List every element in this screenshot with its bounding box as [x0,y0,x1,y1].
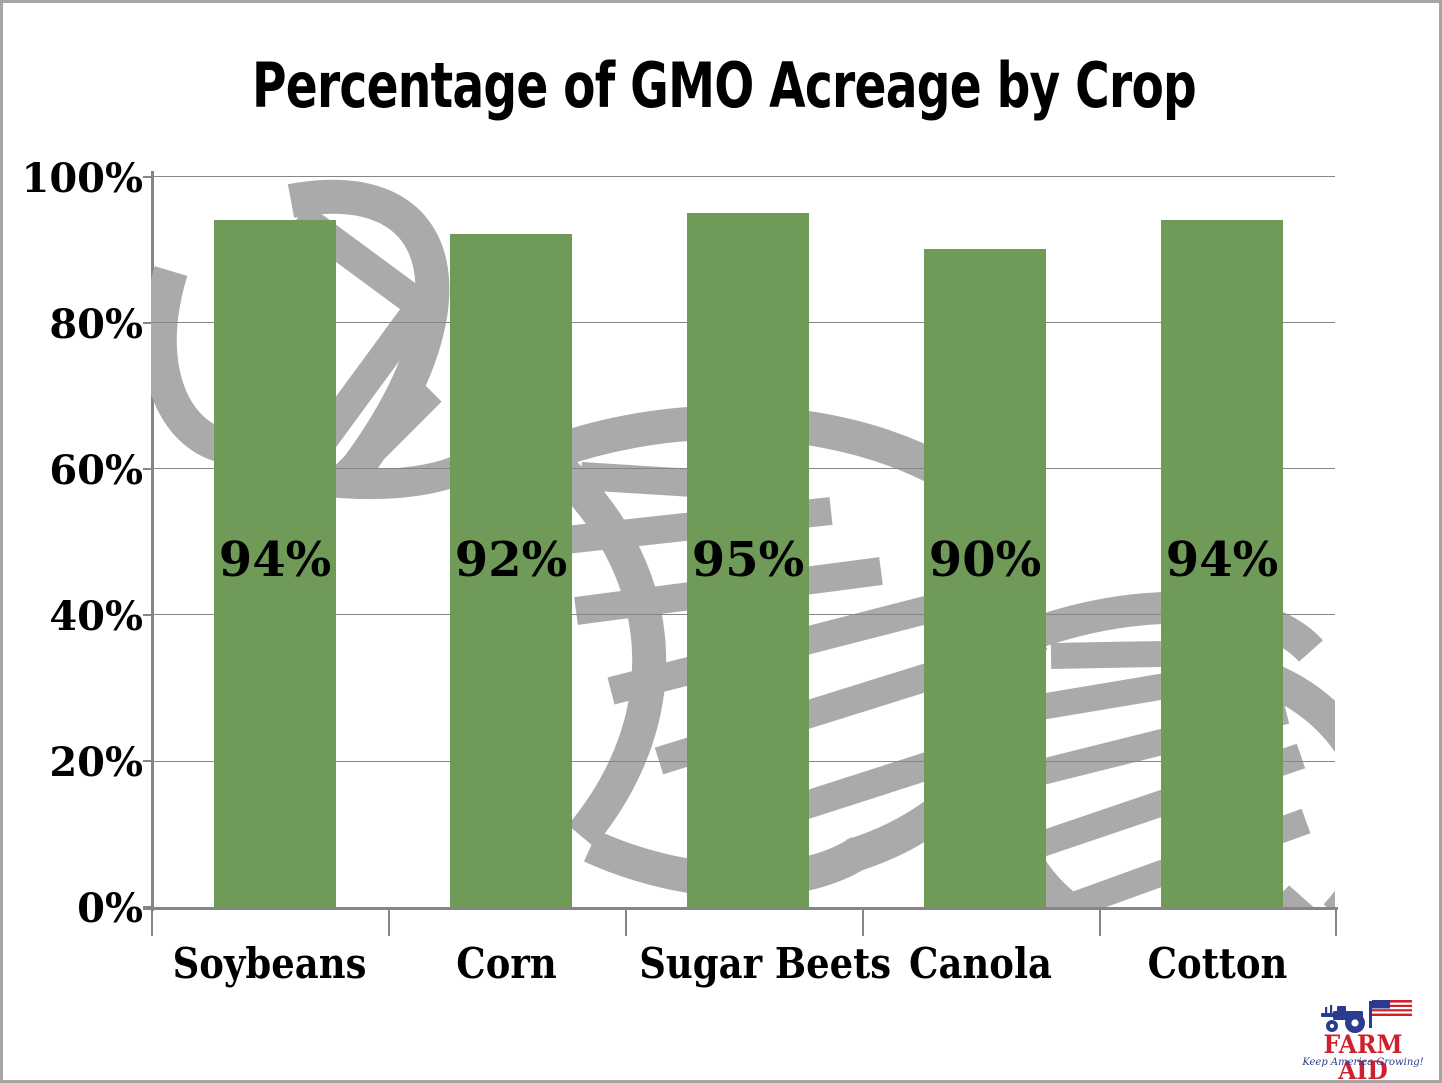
y-tick-label-20: 20% [49,739,143,786]
y-tick-mark-40 [143,614,152,616]
x-category-label-corn: Corn [456,939,557,988]
x-tick-mark-6 [1335,910,1337,936]
y-tick-label-40: 40% [49,593,143,640]
y-tick-label-60: 60% [49,447,143,494]
y-axis-line [151,171,154,911]
bar-value-label-canola: 90% [928,532,1042,588]
x-category-label-cotton: Cotton [1147,939,1288,988]
y-tick-label-100: 100% [21,155,143,202]
gridline-100 [151,176,1335,177]
y-tick-label-0: 0% [77,885,143,932]
bar-canola[interactable]: 90% [924,249,1046,907]
bar-soybeans[interactable]: 94% [214,220,336,907]
x-tick-mark-5 [1099,910,1101,936]
y-tick-mark-80 [143,322,152,324]
tractor-icon [1321,1000,1412,1033]
x-tick-mark-1 [151,910,153,936]
y-axis-labels: 100% 80% 60% 40% 20% 0% [3,3,143,1080]
farm-aid-logo[interactable]: FARM AID Keep America Growing! [1297,999,1429,1080]
logo-tagline: Keep America Growing! [1302,1057,1424,1068]
y-tick-label-80: 80% [49,301,143,348]
bar-value-label-soybeans: 94% [218,532,332,588]
logo-wordmark: FARM AID [1323,1030,1403,1083]
y-tick-mark-100 [143,176,152,178]
x-category-label-soybeans: Soybeans [172,939,367,988]
plot-area: 94% 92% 95% 90% 94% [151,176,1335,907]
y-tick-mark-20 [143,760,152,762]
chart-title: Percentage of GMO Acreage by Crop [251,49,1197,122]
x-tick-mark-4 [862,910,864,936]
x-axis-line [143,907,1338,910]
x-category-label-canola: Canola [909,939,1052,988]
x-tick-mark-2 [388,910,390,936]
x-tick-mark-3 [625,910,627,936]
x-category-label-sugar-beets: Sugar Beets [639,939,892,988]
bar-value-label-corn: 92% [454,532,568,588]
bar-cotton[interactable]: 94% [1161,220,1283,907]
y-tick-mark-60 [143,468,152,470]
bar-value-label-cotton: 94% [1165,532,1279,588]
bar-value-label-sugar-beets: 95% [691,532,805,588]
bar-sugar-beets[interactable]: 95% [687,213,809,907]
bar-corn[interactable]: 92% [450,234,572,907]
